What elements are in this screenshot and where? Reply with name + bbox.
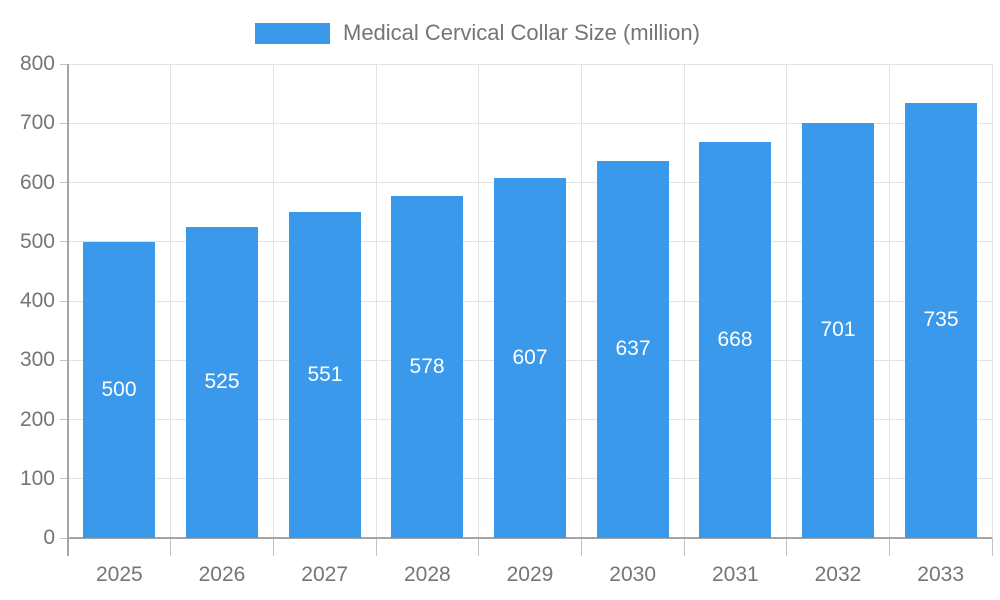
y-axis-label: 500 (19, 229, 55, 253)
bar-2026[interactable]: 525 (186, 226, 258, 538)
x-axis-label: 2029 (506, 563, 554, 586)
y-axis-tick (60, 182, 68, 183)
x-axis-tick (991, 538, 993, 556)
y-axis-label: 600 (19, 170, 55, 194)
y-axis-tick (60, 122, 68, 124)
bar-2031[interactable]: 668 (699, 142, 771, 538)
x-axis-tick (580, 538, 582, 556)
bar-value-label: 607 (512, 346, 548, 370)
h-gridline (68, 122, 992, 124)
y-axis-label: 400 (19, 289, 55, 312)
legend-swatch (255, 22, 330, 44)
chart-legend[interactable]: Medical Cervical Collar Size (million) (255, 20, 700, 46)
v-gridline (272, 64, 274, 538)
bar-2030[interactable]: 637 (597, 160, 669, 538)
bar-value-label: 551 (307, 362, 343, 386)
x-axis-label: 2025 (95, 563, 143, 586)
v-gridline (580, 64, 582, 538)
v-gridline (170, 64, 172, 538)
x-axis-tick (786, 538, 788, 556)
y-axis-tick (60, 63, 68, 65)
x-axis-tick (888, 538, 890, 556)
y-axis-line (67, 64, 69, 556)
legend-label: Medical Cervical Collar Size (million) (343, 20, 700, 45)
v-gridline (991, 64, 993, 538)
bar-2027[interactable]: 551 (289, 211, 361, 538)
h-gridline (68, 63, 992, 65)
y-axis-tick (60, 537, 68, 539)
x-axis-label: 2033 (917, 563, 965, 586)
bar-value-label: 578 (409, 354, 445, 378)
y-axis-tick (60, 419, 68, 420)
v-gridline (786, 64, 788, 538)
y-axis-label: 800 (19, 52, 55, 75)
x-axis-label: 2028 (403, 563, 451, 586)
y-axis-label: 200 (19, 407, 55, 431)
x-axis-label: 2026 (198, 563, 246, 586)
x-axis-label: 2031 (711, 563, 759, 586)
bar-value-label: 735 (923, 308, 959, 332)
y-axis-tick (60, 241, 68, 243)
bar-2029[interactable]: 607 (494, 178, 566, 538)
v-gridline (683, 64, 685, 538)
v-gridline (478, 64, 480, 538)
x-axis-label: 2030 (609, 563, 657, 586)
bar-2032[interactable]: 701 (802, 122, 874, 538)
y-axis-tick (60, 478, 68, 480)
bar-2025[interactable]: 500 (83, 241, 155, 538)
x-axis-tick (375, 538, 377, 556)
bar-2028[interactable]: 578 (391, 195, 463, 538)
x-axis-tick (683, 538, 685, 556)
bar-value-label: 637 (615, 337, 651, 361)
bar-value-label: 701 (820, 318, 856, 342)
bar-value-label: 500 (101, 377, 137, 401)
y-axis-tick (60, 359, 68, 361)
x-axis-label: 2032 (814, 563, 862, 586)
x-axis-label: 2027 (301, 563, 349, 586)
bar-value-label: 525 (204, 370, 240, 394)
v-gridline (888, 64, 890, 538)
y-axis-label: 700 (19, 111, 55, 135)
bar-2033[interactable]: 735 (905, 102, 977, 538)
bar-value-label: 668 (717, 328, 753, 352)
v-gridline (375, 64, 377, 538)
x-axis-tick (272, 538, 274, 556)
y-axis-label: 300 (19, 348, 55, 372)
x-axis-tick (478, 538, 480, 556)
y-axis-label: 100 (19, 466, 55, 490)
x-axis-tick (170, 538, 172, 556)
y-axis-label: 0 (43, 526, 55, 549)
y-axis-tick (60, 300, 68, 302)
